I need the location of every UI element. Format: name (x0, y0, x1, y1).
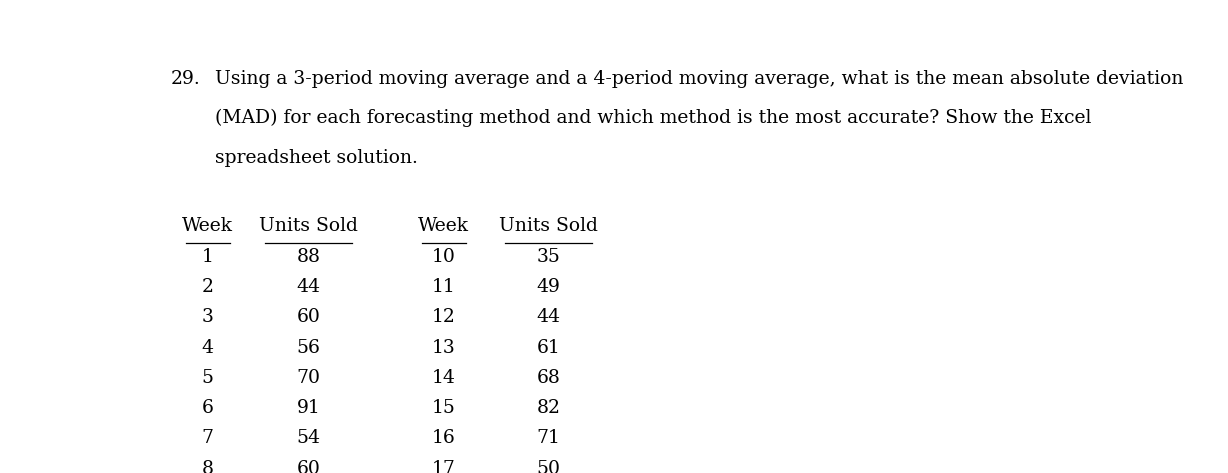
Text: 54: 54 (297, 429, 321, 447)
Text: 91: 91 (297, 399, 321, 417)
Text: 17: 17 (432, 460, 456, 473)
Text: 60: 60 (297, 460, 321, 473)
Text: 35: 35 (537, 248, 560, 266)
Text: 4: 4 (201, 339, 214, 357)
Text: 8: 8 (201, 460, 214, 473)
Text: Units Sold: Units Sold (259, 217, 359, 235)
Text: 68: 68 (537, 369, 560, 387)
Text: Week: Week (419, 217, 469, 235)
Text: 3: 3 (201, 308, 214, 326)
Text: 56: 56 (297, 339, 321, 357)
Text: 6: 6 (201, 399, 214, 417)
Text: 60: 60 (297, 308, 321, 326)
Text: 14: 14 (432, 369, 456, 387)
Text: 13: 13 (432, 339, 456, 357)
Text: 2: 2 (201, 278, 214, 296)
Text: 7: 7 (201, 429, 214, 447)
Text: 12: 12 (432, 308, 456, 326)
Text: 15: 15 (432, 399, 456, 417)
Text: 1: 1 (201, 248, 214, 266)
Text: 88: 88 (297, 248, 321, 266)
Text: 82: 82 (537, 399, 560, 417)
Text: 16: 16 (432, 429, 456, 447)
Text: 44: 44 (537, 308, 560, 326)
Text: 49: 49 (537, 278, 560, 296)
Text: 50: 50 (537, 460, 560, 473)
Text: Using a 3-period moving average and a 4-period moving average, what is the mean : Using a 3-period moving average and a 4-… (215, 70, 1184, 88)
Text: 10: 10 (432, 248, 456, 266)
Text: Week: Week (182, 217, 233, 235)
Text: 5: 5 (201, 369, 214, 387)
Text: spreadsheet solution.: spreadsheet solution. (215, 149, 419, 166)
Text: 71: 71 (537, 429, 560, 447)
Text: 44: 44 (297, 278, 321, 296)
Text: 70: 70 (297, 369, 321, 387)
Text: (MAD) for each forecasting method and which method is the most accurate? Show th: (MAD) for each forecasting method and wh… (215, 108, 1092, 127)
Text: 61: 61 (537, 339, 560, 357)
Text: 29.: 29. (171, 70, 200, 88)
Text: Units Sold: Units Sold (499, 217, 598, 235)
Text: 11: 11 (432, 278, 456, 296)
